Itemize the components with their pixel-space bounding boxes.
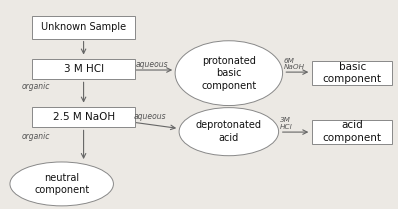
Text: organic: organic	[22, 132, 51, 141]
Text: 3 M HCl: 3 M HCl	[64, 64, 103, 74]
Text: protonated
basic
component: protonated basic component	[201, 56, 256, 90]
Text: basic
component: basic component	[323, 62, 382, 84]
Text: aqueous: aqueous	[135, 60, 168, 69]
FancyBboxPatch shape	[312, 61, 392, 85]
Text: 2.5 M NaOH: 2.5 M NaOH	[53, 112, 115, 122]
Text: deprotonated
acid: deprotonated acid	[196, 120, 262, 143]
Text: Unknown Sample: Unknown Sample	[41, 22, 126, 32]
Text: 6M
NaOH: 6M NaOH	[283, 57, 304, 70]
FancyBboxPatch shape	[32, 16, 135, 39]
Text: aqueous: aqueous	[133, 112, 166, 121]
Ellipse shape	[179, 108, 279, 156]
Text: 3M
HCl: 3M HCl	[280, 117, 293, 130]
Ellipse shape	[175, 41, 283, 106]
Text: acid
component: acid component	[323, 120, 382, 143]
FancyBboxPatch shape	[32, 59, 135, 79]
FancyBboxPatch shape	[32, 107, 135, 127]
Text: organic: organic	[22, 82, 51, 91]
Ellipse shape	[10, 162, 113, 206]
Text: neutral
component: neutral component	[34, 173, 89, 195]
FancyBboxPatch shape	[312, 120, 392, 144]
